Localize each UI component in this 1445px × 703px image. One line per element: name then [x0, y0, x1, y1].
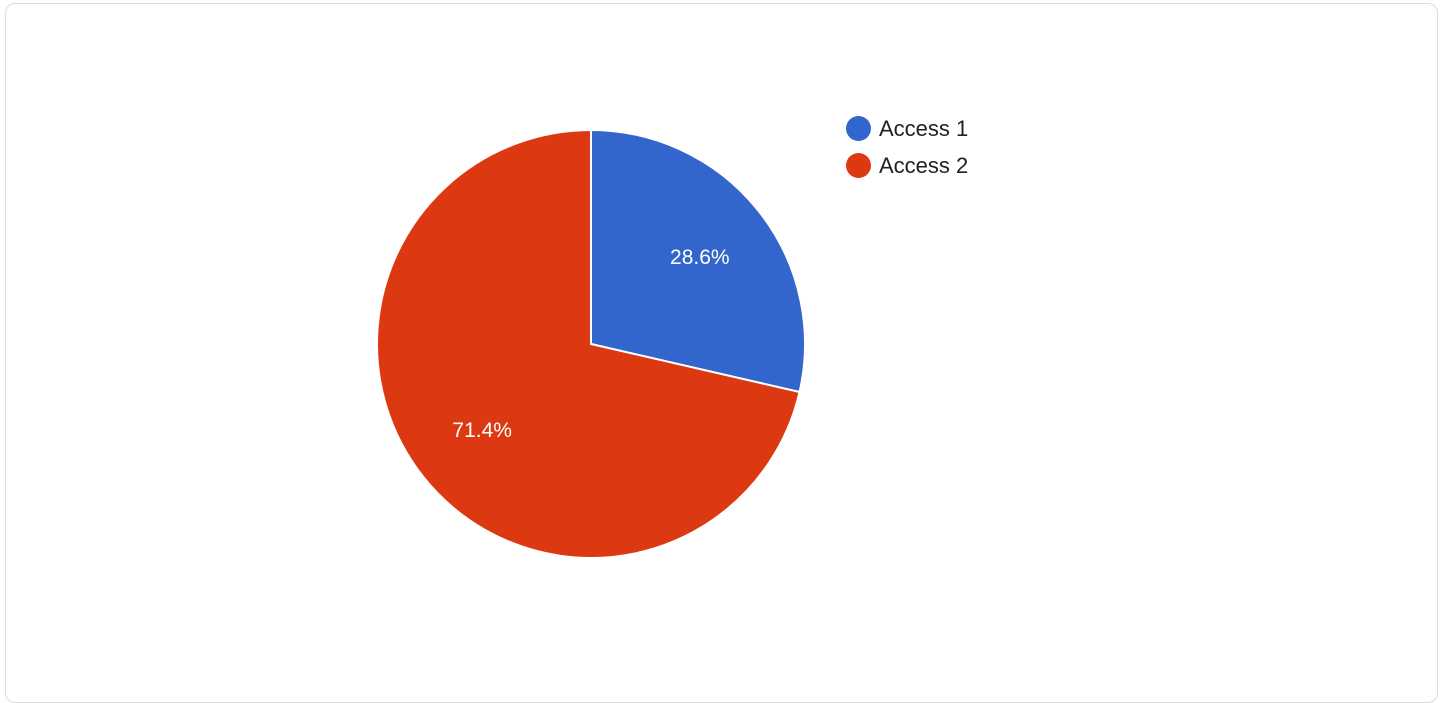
pie-slices — [376, 128, 806, 559]
legend-label-access-1: Access 1 — [879, 115, 969, 141]
legend-swatch-access-1 — [846, 116, 871, 141]
data-label-access-1: 28.6% — [670, 246, 730, 269]
chart-legend: Access 1 Access 2 — [846, 110, 968, 184]
pie-slice-access-2[interactable] — [376, 128, 801, 559]
data-label-access-2: 71.4% — [452, 419, 512, 442]
pie-slice-access-1[interactable] — [590, 128, 806, 394]
legend-item-access-1[interactable]: Access 1 — [846, 110, 968, 147]
legend-label-access-2: Access 2 — [879, 152, 969, 178]
pie-data-labels: 28.6% 71.4% — [452, 246, 729, 442]
legend-item-access-2[interactable]: Access 2 — [846, 147, 968, 184]
legend-swatch-access-2 — [846, 153, 871, 178]
